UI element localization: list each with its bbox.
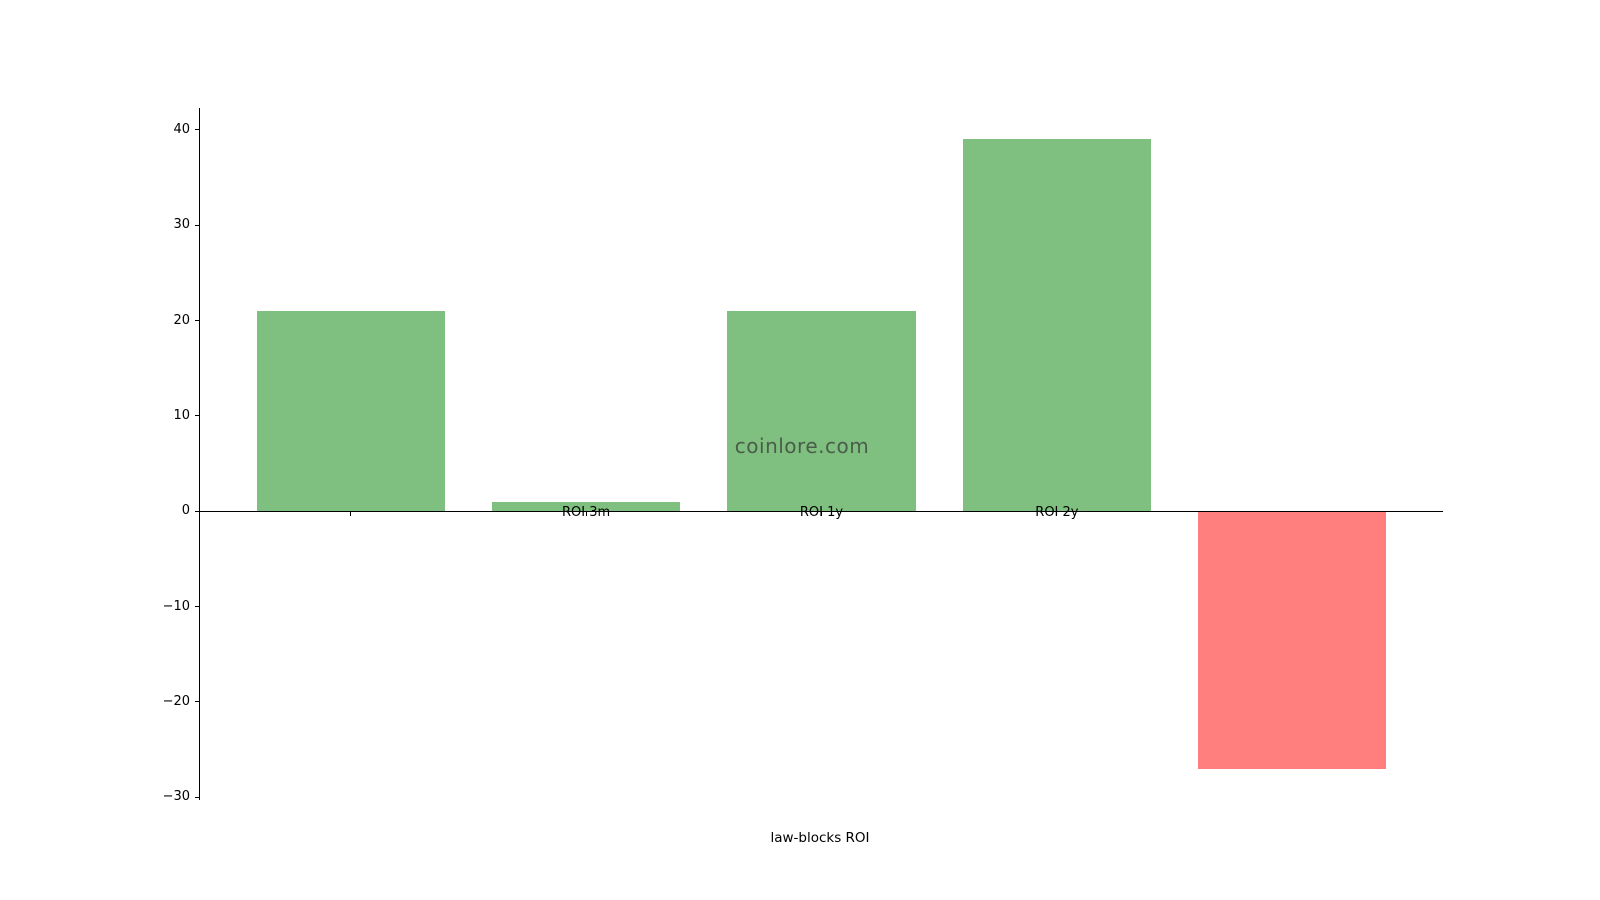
x-tick-mark: [821, 511, 822, 517]
y-axis-line: [199, 108, 200, 800]
y-tick-label: 30: [173, 217, 190, 233]
y-tick-mark: [195, 415, 199, 417]
bar-4: [1198, 511, 1387, 769]
y-tick-label: 40: [173, 121, 190, 137]
y-tick-mark: [195, 224, 199, 226]
y-tick-mark: [195, 701, 199, 703]
y-tick-label: −30: [162, 789, 190, 805]
bar-roi-1y: [727, 311, 916, 512]
bar-roi-3m: [491, 501, 681, 512]
y-tick-mark: [195, 606, 199, 607]
x-tick-mark: [1056, 511, 1058, 517]
bar-roi-2y: [962, 139, 1152, 512]
x-tick-label-roi-2y: ROI 2y: [1035, 504, 1079, 520]
y-tick-label: −20: [162, 693, 190, 709]
bar-0: [256, 311, 445, 512]
x-tick-label-roi-1y: ROI 1y: [799, 504, 844, 520]
x-tick-mark: [585, 511, 587, 517]
x-axis-line: [200, 510, 1443, 512]
y-tick-label: 10: [173, 407, 190, 423]
watermark: coinlore.com: [734, 434, 870, 458]
x-tick-mark: [350, 511, 352, 517]
y-tick-mark: [195, 796, 199, 798]
y-tick-label: 20: [173, 312, 190, 328]
x-axis-label: law-blocks ROI: [770, 830, 870, 846]
y-tick-mark: [195, 129, 199, 131]
y-tick-label: 0: [181, 503, 190, 519]
x-tick-label-0: [271, 505, 431, 520]
y-tick-mark: [195, 320, 199, 322]
x-tick-label-4: [1212, 505, 1372, 520]
x-tick-label-roi-3m: ROI 3m: [561, 504, 611, 520]
y-tick-label: −10: [162, 598, 190, 614]
y-tick-mark: [195, 510, 199, 512]
